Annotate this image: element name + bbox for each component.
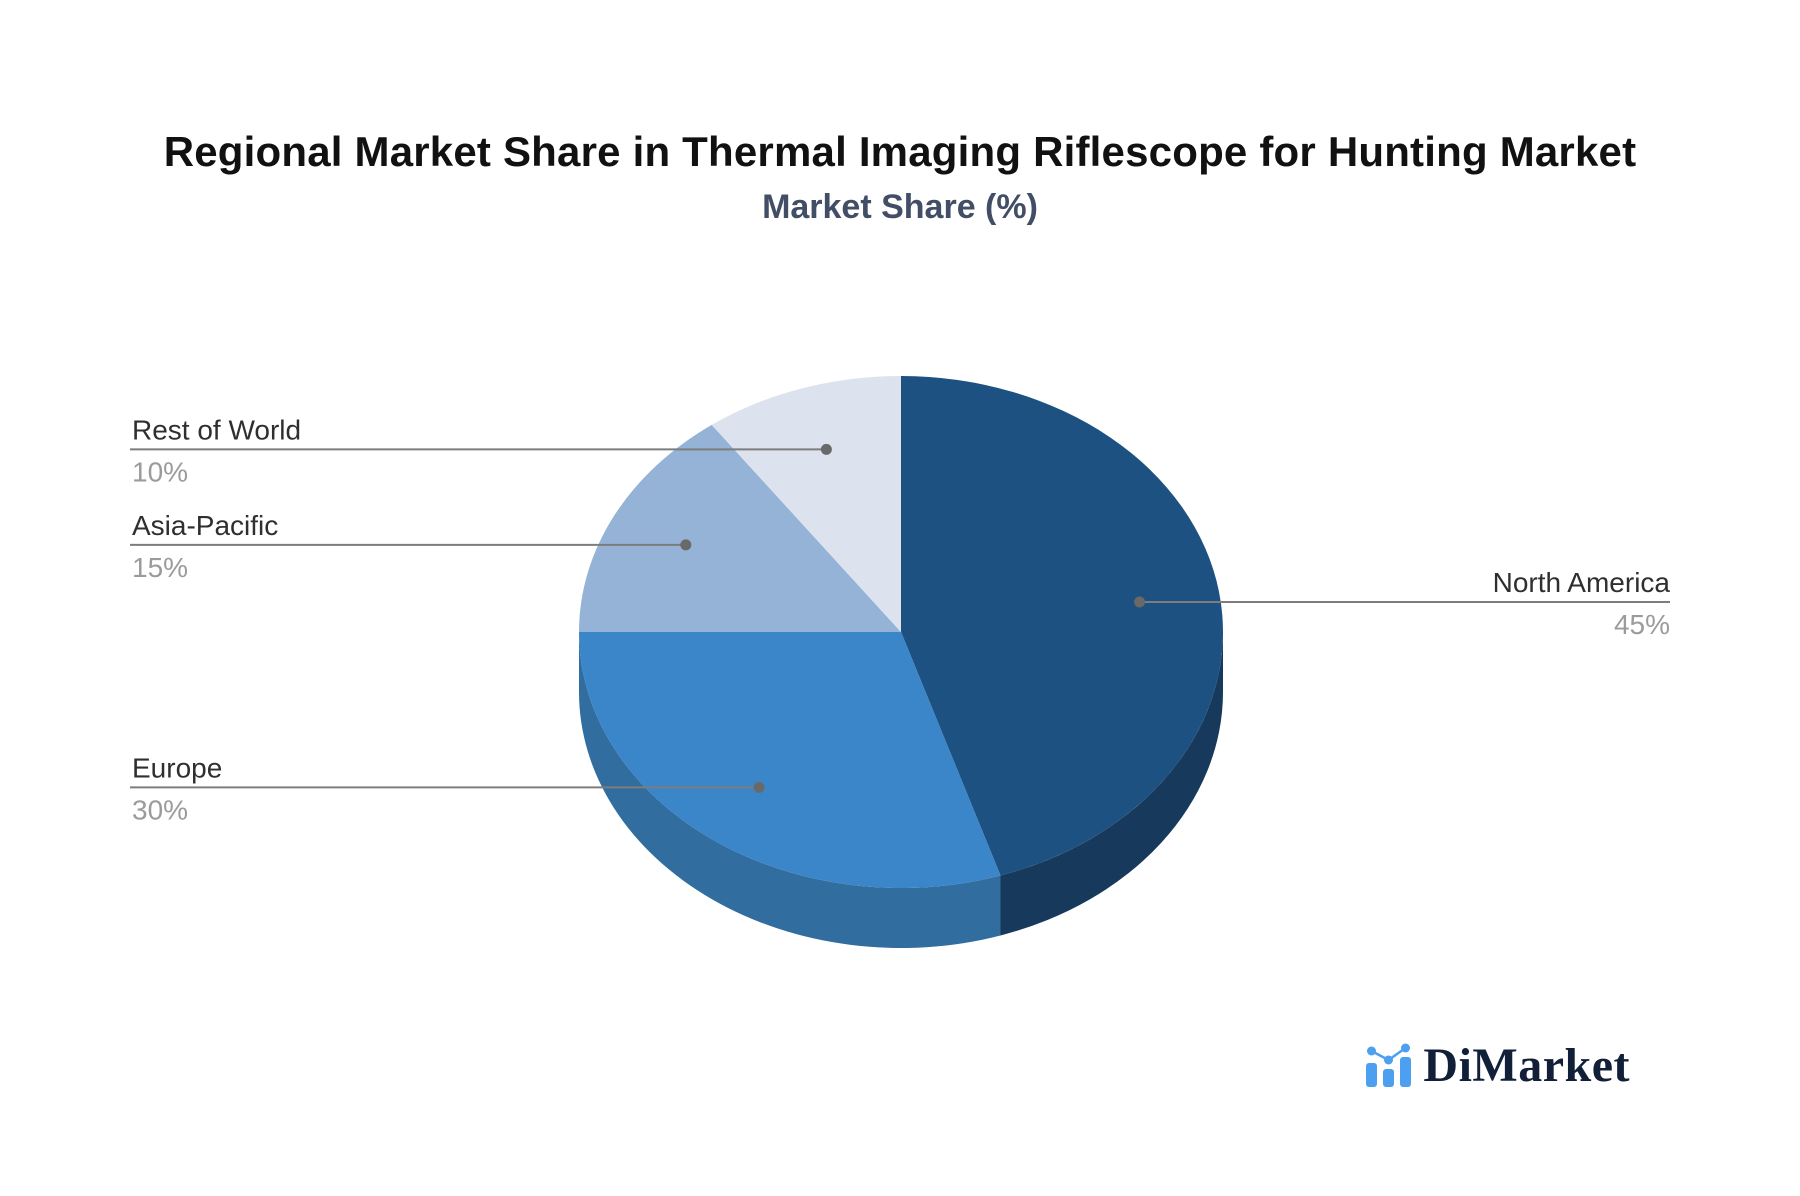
slice-label: Rest of World: [132, 414, 301, 445]
pie-slice: [901, 376, 1223, 876]
brand-name: DiMarket: [1423, 1039, 1630, 1092]
chart-subtitle: Market Share (%): [762, 188, 1038, 226]
slice-value: 45%: [1614, 609, 1670, 640]
slice-value: 15%: [132, 552, 188, 583]
slice-label: North America: [1493, 567, 1671, 598]
slice-value: 10%: [132, 456, 188, 487]
slice-label: Asia-Pacific: [132, 510, 278, 541]
slice-value: 30%: [132, 794, 188, 825]
callout-dot: [680, 539, 692, 551]
callout-dot: [820, 443, 832, 455]
pie-slice: [579, 632, 1001, 888]
chart-title: Regional Market Share in Thermal Imaging…: [163, 128, 1637, 175]
pie-slice: [579, 424, 901, 632]
pie-slice-side: [1000, 632, 1223, 936]
callout-dot: [753, 781, 765, 793]
bar-chart-logo-icon: [1366, 1043, 1412, 1087]
callout-dot: [1134, 596, 1146, 608]
pie-slice-side: [579, 632, 1001, 948]
pie-slice: [711, 376, 901, 632]
slice-label: Europe: [132, 752, 222, 783]
brand-logo: DiMarket: [1365, 1036, 1630, 1096]
